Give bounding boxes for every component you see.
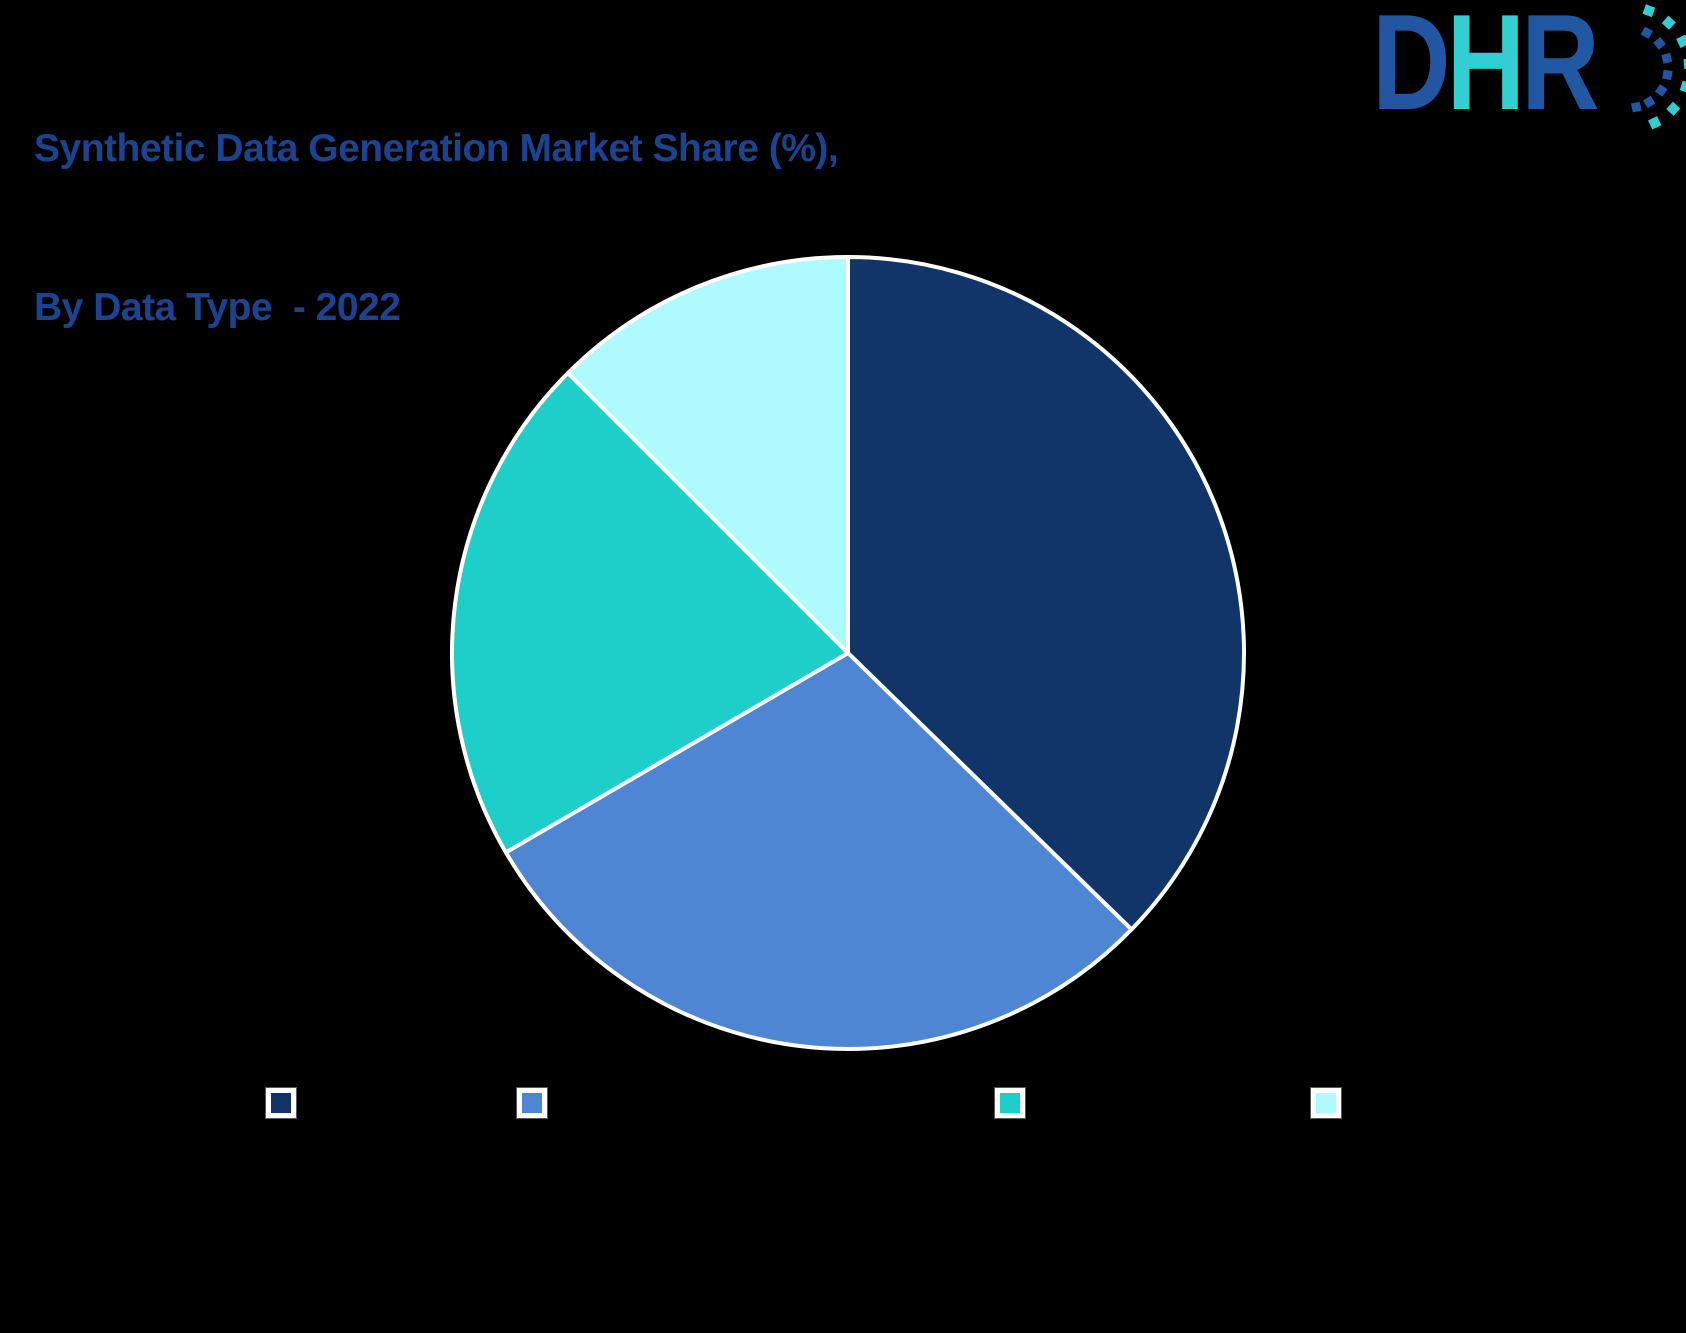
pie-slice-2 (503, 651, 1134, 1051)
pie-slice-1 (846, 255, 1246, 932)
chart-title-line1: Synthetic Data Generation Market Share (… (34, 127, 839, 170)
chart-title: Synthetic Data Generation Market Share (… (34, 16, 839, 440)
legend-swatch (1310, 1087, 1342, 1119)
logo-letter-r: R (1521, 0, 1600, 138)
dhr-logo-letters: DHR (1372, 0, 1600, 130)
logo-letter-h: H (1446, 0, 1526, 138)
legend-swatch (265, 1087, 297, 1119)
legend-item (994, 1087, 1037, 1119)
legend-item (516, 1087, 559, 1119)
dhr-logo: DHR (1372, 0, 1686, 140)
legend-swatch (994, 1087, 1026, 1119)
pie-chart (450, 255, 1246, 1051)
chart-title-line2: By Data Type - 2022 (34, 286, 401, 329)
legend-item (1310, 1087, 1353, 1119)
pie-slice-3 (450, 370, 850, 855)
legend-item (265, 1087, 308, 1119)
pie-slice-4 (565, 255, 850, 655)
legend-swatch (516, 1087, 548, 1119)
logo-letter-d: D (1372, 0, 1451, 138)
logo-pixel-burst-icon (1630, 4, 1686, 130)
